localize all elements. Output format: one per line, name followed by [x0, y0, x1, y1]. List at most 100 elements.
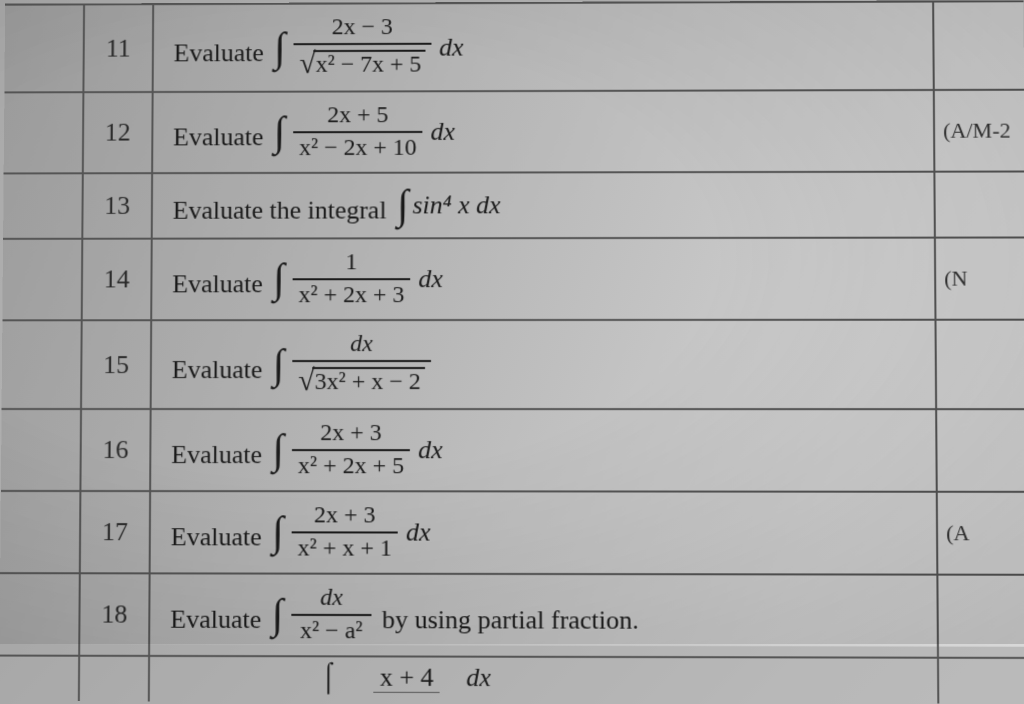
denominator: x² + 2x + 5 [292, 451, 410, 482]
math-expr: ∫ 2x + 5 x² − 2x + 10 dx [270, 100, 455, 164]
integral-icon: ∫ [272, 426, 284, 474]
partial-fragment: x + 4 [374, 662, 440, 692]
numerator: 2x + 5 [321, 100, 394, 131]
table-row: 14 Evaluate ∫ 1 x² + 2x + 3 dx (N [2, 237, 1024, 320]
numerator: 1 [340, 247, 364, 278]
table-row: 13 Evaluate the integral ∫ sin⁴ x dx [3, 172, 1024, 239]
problem-number: 11 [83, 4, 153, 92]
fraction: 2x − 3 √x² − 7x + 5 [293, 12, 431, 83]
numerator: 2x − 3 [326, 12, 399, 43]
math-expr: ∫ 2x − 3 √x² − 7x + 5 dx [270, 12, 464, 83]
sqrt: √x² − 7x + 5 [299, 47, 425, 81]
left-spacer [0, 656, 79, 702]
trailing-text: by using partial fraction. [382, 605, 639, 635]
right-annotation [933, 1, 1024, 90]
left-spacer [1, 409, 81, 491]
page-surface: 11 Evaluate ∫ 2x − 3 √x² − 7x + 5 dx 12 … [0, 0, 1024, 647]
numerator: 2x + 3 [308, 500, 382, 531]
math-expr: ∫ dx x² − a² [268, 583, 376, 648]
prefix-text: Evaluate [172, 355, 269, 384]
math-expr: ∫ 2x + 3 x² + 2x + 5 dx [268, 418, 442, 482]
integral-icon: ∫ [273, 255, 285, 303]
num-text: 13 [104, 191, 130, 220]
numerator: dx [344, 329, 379, 360]
fraction: 2x + 3 x² + x + 1 [291, 500, 398, 564]
problem-content: Evaluate ∫ 2x + 3 x² + 2x + 5 dx [150, 409, 937, 492]
integral-icon: ∫ [274, 24, 286, 71]
table-row: 15 Evaluate ∫ dx √3x² + x − 2 [2, 320, 1024, 409]
integral-icon: ∫ [397, 182, 409, 230]
problem-number: 14 [82, 239, 152, 321]
numerator: 2x + 3 [314, 418, 388, 449]
denominator: √3x² + x − 2 [292, 362, 431, 400]
table-row: 18 Evaluate ∫ dx x² − a² by using partia… [0, 573, 1024, 658]
problem-content: Evaluate ∫ dx √3x² + x − 2 [151, 320, 936, 409]
prefix-text: Evaluate the integral [173, 196, 393, 225]
problem-content: Evaluate ∫ 2x + 5 x² − 2x + 10 dx [152, 90, 934, 173]
table-row: 12 Evaluate ∫ 2x + 5 x² − 2x + 10 dx (A/… [4, 90, 1024, 174]
problem-number: 15 [81, 320, 151, 409]
table-row: 16 Evaluate ∫ 2x + 3 x² + 2x + 5 dx [1, 409, 1024, 492]
integral-icon: ∫ [273, 341, 285, 389]
left-spacer [0, 491, 80, 573]
right-text: (A [946, 520, 970, 545]
integral-icon: ∫ [272, 591, 284, 639]
num-text: 12 [105, 118, 131, 147]
problems-table: 11 Evaluate ∫ 2x − 3 √x² − 7x + 5 dx 12 … [0, 0, 1024, 703]
denominator: x² − 2x + 10 [293, 133, 423, 164]
prefix-text: Evaluate [174, 38, 271, 67]
sqrt: √3x² + x − 2 [298, 364, 425, 398]
right-annotation [936, 409, 1024, 492]
denominator: x² + x + 1 [291, 533, 397, 564]
problem-content: Evaluate ∫ 2x − 3 √x² − 7x + 5 dx [153, 2, 934, 92]
integral-icon: ∫ [274, 108, 286, 156]
problem-content: ⌠ x + 4 dx [149, 656, 939, 704]
prefix-text: Evaluate [172, 269, 269, 298]
right-annotation: (A [937, 492, 1024, 575]
denominator: √x² − 7x + 5 [293, 45, 431, 83]
problem-content: Evaluate ∫ dx x² − a² by using partial f… [149, 573, 938, 657]
dx-text: dx [418, 435, 443, 465]
math-expr: ∫ dx √3x² + x − 2 [269, 329, 435, 400]
denominator: x² + 2x + 3 [292, 280, 410, 311]
dx-text: dx [406, 517, 431, 547]
right-annotation: (N [935, 237, 1024, 319]
left-spacer [3, 173, 83, 239]
dx-text: dx [418, 264, 443, 294]
denominator: x² − a² [294, 616, 369, 647]
table-row: 11 Evaluate ∫ 2x − 3 √x² − 7x + 5 dx [4, 1, 1024, 92]
right-annotation: (A/M-2 [934, 90, 1024, 172]
num-text: 11 [106, 33, 131, 62]
math-expr: ∫ 1 x² + 2x + 3 dx [269, 247, 443, 311]
inline-math: sin⁴ x dx [412, 190, 500, 220]
left-spacer [2, 320, 82, 409]
sqrt-content: 3x² + x − 2 [313, 367, 425, 398]
table-row-partial: ⌠ x + 4 dx [0, 656, 1024, 704]
problem-content: Evaluate ∫ 2x + 3 x² + x + 1 dx [150, 491, 938, 575]
math-expr: ∫ sin⁴ x dx [393, 181, 501, 229]
fraction: dx x² − a² [291, 583, 371, 648]
num-text: 15 [103, 350, 129, 379]
left-spacer [4, 92, 84, 173]
sqrt-content: x² − 7x + 5 [314, 50, 426, 81]
left-spacer [0, 573, 80, 656]
fraction: 2x + 5 x² − 2x + 10 [293, 100, 423, 164]
fraction: 2x + 3 x² + 2x + 5 [292, 418, 410, 482]
prefix-text: Evaluate [171, 522, 268, 551]
problem-number: 17 [80, 491, 150, 573]
right-text: (A/M-2 [943, 118, 1011, 143]
right-text: (N [944, 266, 968, 291]
prefix-text: Evaluate [173, 122, 270, 151]
table-row: 17 Evaluate ∫ 2x + 3 x² + x + 1 dx (A [0, 491, 1024, 575]
problem-number: 12 [83, 92, 153, 173]
partial-bracket: ⌠ [320, 661, 337, 692]
math-expr: ∫ 2x + 3 x² + x + 1 dx [268, 500, 431, 565]
problem-content: Evaluate ∫ 1 x² + 2x + 3 dx [151, 238, 935, 321]
right-annotation [937, 575, 1024, 658]
problem-number [79, 656, 149, 702]
fraction: 1 x² + 2x + 3 [292, 247, 410, 311]
num-text: 16 [103, 435, 129, 464]
num-text: 18 [101, 599, 127, 628]
num-text: 17 [102, 517, 128, 546]
problem-number: 16 [80, 409, 150, 491]
